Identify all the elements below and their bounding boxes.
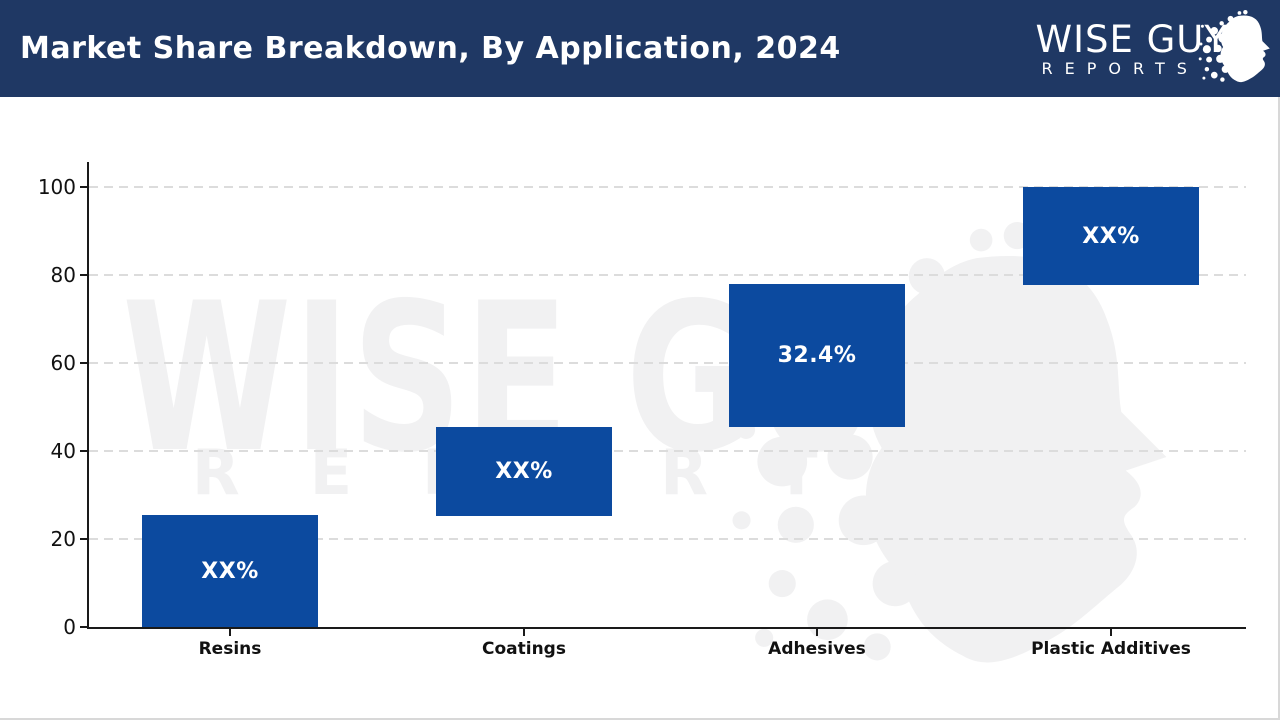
y-tick-label-0: 0 [63, 615, 76, 639]
y-tick-40 [80, 450, 87, 452]
y-axis [87, 162, 89, 629]
x-tick-coatings [523, 629, 525, 636]
gridline-20 [89, 538, 1246, 540]
wiseguy-head-icon [1198, 10, 1270, 83]
y-tick-label-80: 80 [50, 263, 76, 287]
bar-adhesives: 32.4% [729, 284, 905, 427]
wiseguy-logo: WISE GUY REPORTS [1036, 6, 1272, 92]
y-tick-label-40: 40 [50, 439, 76, 463]
y-tick-label-100: 100 [37, 175, 76, 199]
wiseguy-logo-text: WISE GUY REPORTS [1036, 21, 1228, 77]
gridline-100 [89, 186, 1246, 188]
x-tick-resins [229, 629, 231, 636]
gridline-60 [89, 362, 1246, 364]
logo-brand-subtitle: REPORTS [1041, 59, 1199, 78]
y-tick-100 [80, 186, 87, 188]
plot: 0 20 40 60 80 100 XX% Resins XX% Coatings 32.4% Adh… [0, 97, 1278, 718]
x-category-label-resins: Resins [198, 639, 262, 659]
bar-value-label-adhesives: 32.4% [777, 343, 857, 368]
bar-value-label-plastic-additives: XX% [1082, 223, 1140, 249]
chart-area: WISE GU REPORTS [0, 97, 1280, 720]
y-tick-0 [80, 626, 87, 628]
x-category-label-coatings: Coatings [482, 639, 566, 659]
x-axis [87, 627, 1246, 629]
header: Market Share Breakdown, By Application, … [0, 0, 1280, 97]
gridline-80 [89, 274, 1246, 276]
y-tick-label-20: 20 [50, 527, 76, 551]
y-tick-label-60: 60 [50, 351, 76, 375]
y-tick-80 [80, 274, 87, 276]
logo-brand-name: WISE GUY [1035, 18, 1228, 61]
x-tick-plastic-additives [1110, 629, 1112, 636]
x-category-label-plastic-additives: Plastic Additives [1031, 639, 1191, 659]
bar-resins: XX% [142, 515, 318, 627]
bar-value-label-coatings: XX% [495, 459, 553, 485]
bar-plastic-additives: XX% [1023, 187, 1199, 286]
bar-coatings: XX% [436, 427, 612, 517]
x-category-label-adhesives: Adhesives [768, 639, 866, 659]
y-tick-20 [80, 538, 87, 540]
chart-title: Market Share Breakdown, By Application, … [20, 31, 841, 66]
y-tick-60 [80, 362, 87, 364]
bar-value-label-resins: XX% [201, 558, 259, 584]
x-tick-adhesives [816, 629, 818, 636]
gridline-40 [89, 450, 1246, 452]
